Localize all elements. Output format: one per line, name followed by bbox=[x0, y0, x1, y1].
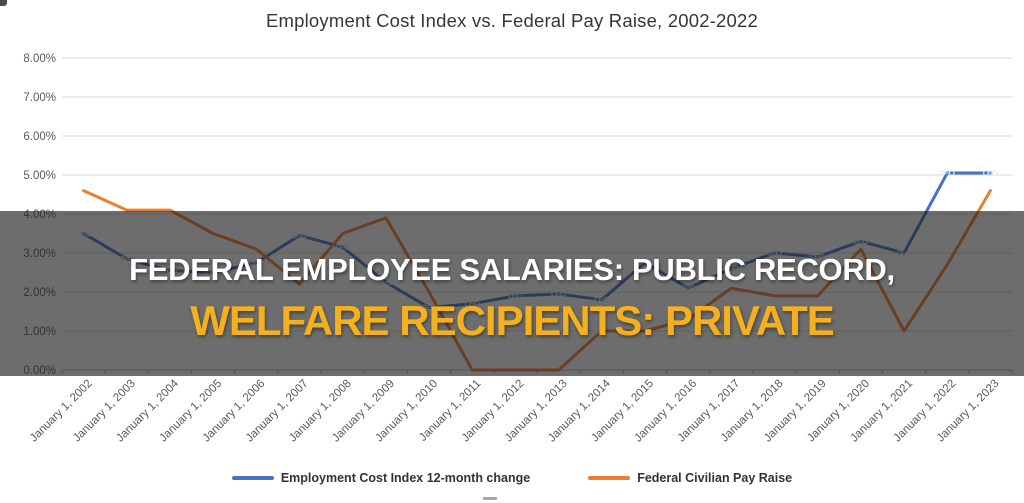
banner-line-2: WELFARE RECIPIENTS: PRIVATE bbox=[190, 297, 834, 344]
legend-label-eci: Employment Cost Index 12-month change bbox=[280, 471, 531, 485]
chart-title[interactable]: Employment Cost Index vs. Federal Pay Ra… bbox=[265, 10, 759, 31]
legend-item-eci[interactable]: Employment Cost Index 12-month change bbox=[231, 471, 531, 485]
chart-legend: Employment Cost Index 12-month change Fe… bbox=[0, 471, 1024, 485]
banner-line-1: FEDERAL EMPLOYEE SALARIES: PUBLIC RECORD… bbox=[129, 252, 895, 287]
legend-item-payraise[interactable]: Federal Civilian Pay Raise bbox=[588, 471, 792, 485]
svg-text:7.00%: 7.00% bbox=[23, 92, 56, 104]
svg-text:5.00%: 5.00% bbox=[23, 170, 56, 182]
eci-line-swatch bbox=[231, 476, 274, 480]
meme-overlay-banner: FEDERAL EMPLOYEE SALARIES: PUBLIC RECORD… bbox=[0, 211, 1024, 376]
legend-label-payraise: Federal Civilian Pay Raise bbox=[637, 471, 793, 485]
top-left-corner-artifact bbox=[0, 0, 7, 6]
bottom-edge-artifact bbox=[483, 497, 497, 500]
svg-text:6.00%: 6.00% bbox=[23, 131, 56, 143]
svg-text:8.00%: 8.00% bbox=[23, 53, 56, 65]
payraise-line-swatch bbox=[588, 476, 631, 480]
